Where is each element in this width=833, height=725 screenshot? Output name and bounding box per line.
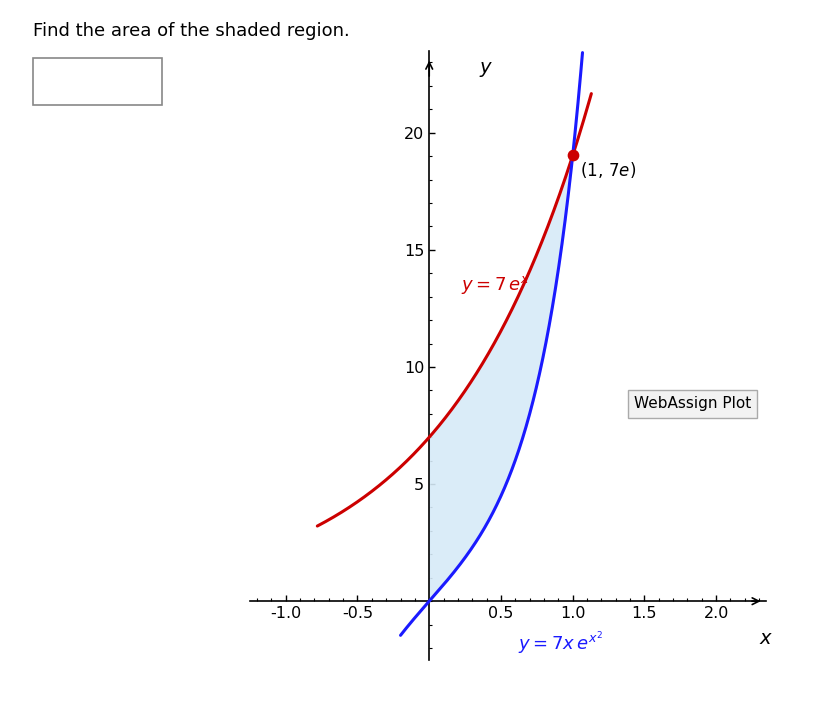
Text: $y = 7x\,e^{x^2}$: $y = 7x\,e^{x^2}$ <box>518 629 603 657</box>
Point <box>566 149 580 161</box>
Text: Find the area of the shaded region.: Find the area of the shaded region. <box>33 22 350 40</box>
Text: $y = 7\,e^x$: $y = 7\,e^x$ <box>461 274 530 296</box>
Text: WebAssign Plot: WebAssign Plot <box>634 397 751 412</box>
Text: x: x <box>759 629 771 648</box>
Text: y: y <box>480 58 491 77</box>
Text: $(1,\, 7e)$: $(1,\, 7e)$ <box>580 160 636 181</box>
